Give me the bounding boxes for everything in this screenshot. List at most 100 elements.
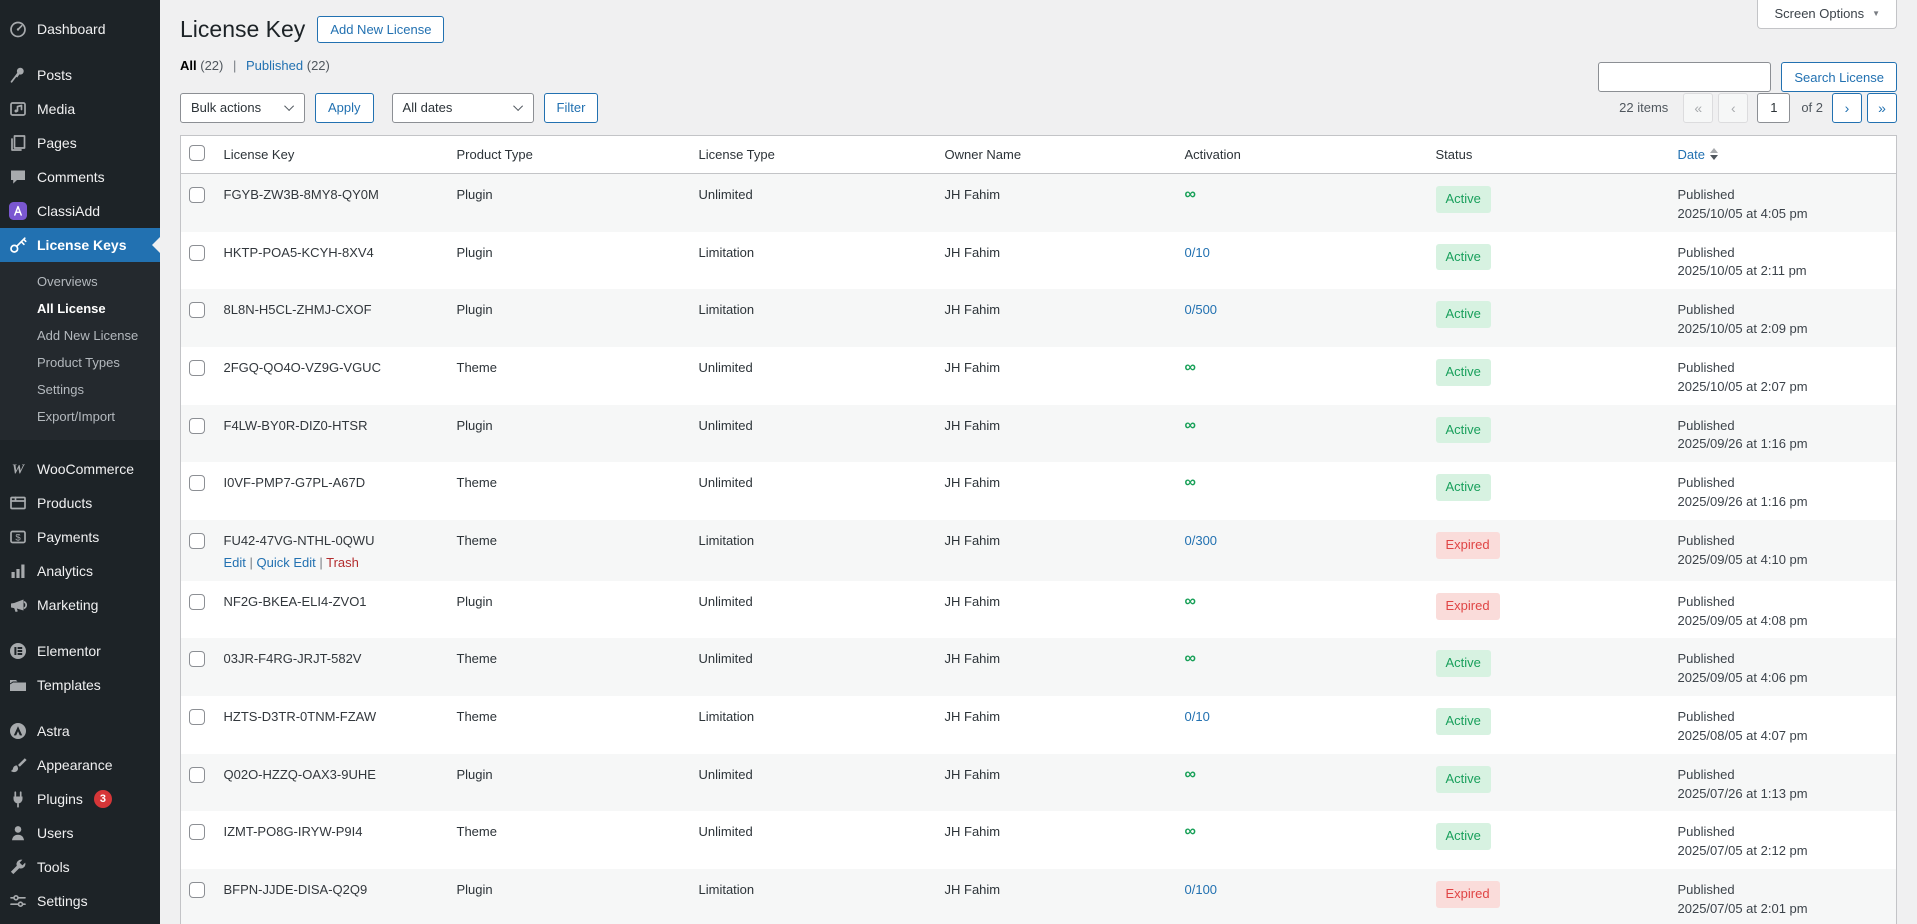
table-row: 8L8N-H5CL-ZHMJ-CXOF Plugin Limitation JH…	[180, 289, 1897, 347]
screen-options-button[interactable]: Screen Options ▼	[1757, 0, 1897, 29]
sidebar-item-payments[interactable]: $ Payments	[0, 520, 160, 554]
license-key-cell: NF2G-BKEA-ELI4-ZVO1	[223, 593, 367, 609]
row-checkbox[interactable]	[189, 651, 205, 668]
column-header: Activation	[1174, 135, 1426, 174]
sidebar-item-appearance[interactable]: Appearance	[0, 748, 160, 782]
sidebar-subitem-export-import[interactable]: Export/Import	[37, 409, 116, 424]
row-checkbox[interactable]	[189, 766, 205, 783]
sidebar-item-label: Comments	[37, 169, 105, 185]
view-all[interactable]: All (22)	[180, 57, 224, 73]
status-cell: Active	[1426, 289, 1668, 347]
sidebar-item-settings-wp[interactable]: Settings	[0, 884, 160, 918]
sidebar-item-woocommerce[interactable]: W WooCommerce	[0, 452, 160, 486]
search-license-input[interactable]	[1598, 62, 1772, 92]
sidebar-item-posts[interactable]: Posts	[0, 58, 160, 92]
sidebar-item-products[interactable]: Products	[0, 486, 160, 520]
current-page-input[interactable]	[1757, 92, 1791, 123]
row-checkbox[interactable]	[189, 417, 205, 434]
row-checkbox[interactable]	[189, 475, 205, 492]
table-row: BFPN-JJDE-DISA-Q2Q9 Plugin Limitation JH…	[180, 869, 1897, 924]
row-checkbox[interactable]	[189, 824, 205, 841]
first-page-button[interactable]: «	[1683, 92, 1714, 123]
date-cell: Published 2025/07/26 at 1:13 pm	[1677, 766, 1808, 801]
table-row: FGYB-ZW3B-8MY8-QY0M Plugin Unlimited JH …	[180, 173, 1897, 232]
sidebar-item-classiadd[interactable]: ClassiAdd	[0, 194, 160, 228]
view-separator: |	[233, 57, 237, 73]
sidebar-subitem-all-license[interactable]: All License	[37, 301, 106, 316]
sidebar-item-elementor[interactable]: Elementor	[0, 634, 160, 668]
license-type-cell: Unlimited	[698, 475, 753, 491]
infinite-activation-icon: ∞	[1184, 416, 1196, 434]
activation-cell: 0/300	[1175, 520, 1426, 581]
row-checkbox[interactable]	[189, 593, 205, 610]
license-key-cell: 03JR-F4RG-JRJT-582V	[223, 651, 362, 667]
sidebar-item-templates[interactable]: Templates	[0, 668, 160, 702]
quick-edit-action-link[interactable]: Quick Edit	[256, 554, 316, 570]
plug-icon	[8, 789, 28, 809]
filter-button[interactable]: Filter	[543, 92, 599, 123]
date-cell: Published 2025/07/05 at 2:12 pm	[1677, 824, 1808, 859]
sort-by-date-link[interactable]: Date	[1678, 147, 1718, 162]
license-key-cell: 8L8N-H5CL-ZHMJ-CXOF	[223, 302, 372, 318]
activation-count-link[interactable]: 0/100	[1184, 882, 1218, 898]
license-type-cell: Unlimited	[698, 186, 753, 202]
status-badge: Active	[1435, 301, 1491, 329]
last-page-button[interactable]: »	[1867, 92, 1897, 123]
sliders-icon	[8, 891, 28, 911]
sidebar-item-media[interactable]: Media	[0, 92, 160, 126]
sidebar-subitem-add-new-license[interactable]: Add New License	[37, 328, 139, 343]
sidebar-subitem-product-types[interactable]: Product Types	[37, 355, 120, 370]
sidebar-item-marketing[interactable]: Marketing	[0, 588, 160, 622]
activation-count-link[interactable]: 0/500	[1184, 302, 1218, 318]
chevron-down-icon	[284, 101, 295, 112]
sidebar-item-license-keys[interactable]: License Keys	[0, 228, 160, 262]
row-checkbox[interactable]	[189, 302, 205, 319]
view-published[interactable]: Published (22)	[246, 57, 330, 73]
activation-count-link[interactable]: 0/300	[1184, 533, 1218, 549]
sidebar-item-comments[interactable]: Comments	[0, 160, 160, 194]
sidebar-item-users[interactable]: Users	[0, 816, 160, 850]
add-new-license-button[interactable]: Add New License	[317, 16, 445, 44]
activation-count-link[interactable]: 0/10	[1184, 244, 1210, 260]
status-badge: Active	[1435, 823, 1491, 851]
row-checkbox[interactable]	[189, 882, 205, 899]
apply-button[interactable]: Apply	[315, 92, 374, 123]
row-checkbox[interactable]	[189, 186, 205, 203]
license-type-cell: Unlimited	[698, 651, 753, 667]
sidebar-item-label: Media	[37, 101, 76, 117]
sidebar-item-analytics[interactable]: Analytics	[0, 554, 160, 588]
select-all-checkbox[interactable]	[189, 144, 205, 161]
status-badge: Active	[1435, 474, 1491, 502]
row-checkbox[interactable]	[189, 533, 205, 550]
activation-count-link[interactable]: 0/10	[1184, 709, 1210, 725]
trash-action-link[interactable]: Trash	[326, 554, 359, 570]
bulk-actions-select[interactable]: Bulk actions	[180, 92, 305, 123]
sidebar-item-astra[interactable]: Astra	[0, 714, 160, 748]
search-license-button[interactable]: Search License	[1781, 62, 1897, 92]
activation-cell: ∞	[1175, 347, 1426, 405]
previous-page-button[interactable]: ‹	[1718, 92, 1749, 123]
owner-name-cell: JH Fahim	[944, 533, 1001, 549]
sidebar-item-plugins[interactable]: Plugins 3	[0, 782, 160, 816]
activation-cell: ∞	[1175, 811, 1426, 869]
megaphone-icon	[8, 595, 28, 615]
product-type-cell: Theme	[456, 359, 497, 375]
sidebar-item-tools[interactable]: Tools	[0, 850, 160, 884]
folder-icon	[8, 675, 28, 695]
next-page-button[interactable]: ›	[1832, 92, 1862, 123]
sidebar-item-pages[interactable]: Pages	[0, 126, 160, 160]
sidebar-subitem-overviews[interactable]: Overviews	[37, 274, 98, 289]
status-cell: Active	[1426, 754, 1668, 812]
row-checkbox[interactable]	[189, 359, 205, 376]
sidebar-item-dashboard[interactable]: Dashboard	[0, 12, 160, 46]
status-cell: Expired	[1426, 581, 1668, 639]
product-type-cell: Theme	[456, 475, 497, 491]
sidebar-subitem-settings[interactable]: Settings	[37, 382, 84, 397]
dates-filter-select[interactable]: All dates	[391, 92, 534, 123]
classiadd-logo-icon	[8, 201, 28, 221]
license-key-cell: IZMT-PO8G-IRYW-P9I4	[223, 824, 363, 840]
row-checkbox[interactable]	[189, 244, 205, 261]
media-icon	[8, 99, 28, 119]
row-checkbox[interactable]	[189, 709, 205, 726]
edit-action-link[interactable]: Edit	[223, 554, 246, 570]
